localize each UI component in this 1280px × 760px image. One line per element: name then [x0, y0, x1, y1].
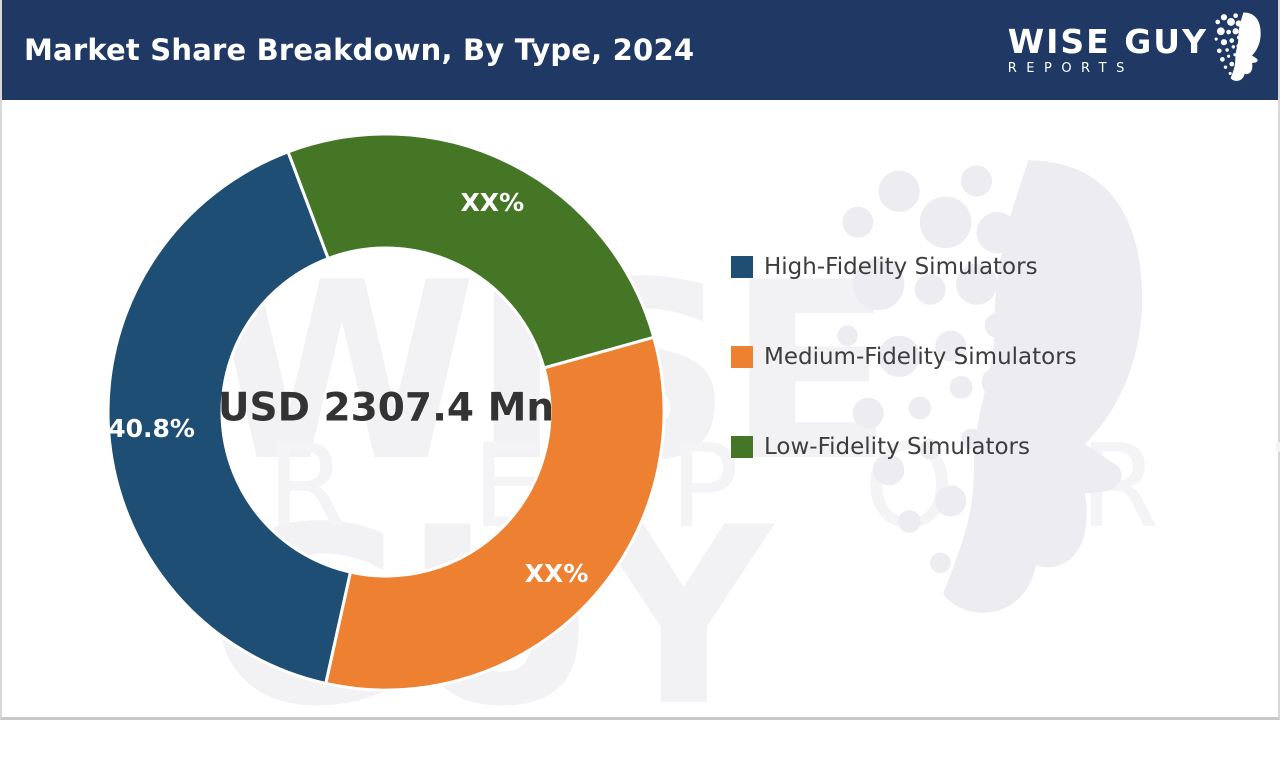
- chart-legend: High-Fidelity Simulators Medium-Fidelity…: [731, 252, 1077, 462]
- legend-label: Low-Fidelity Simulators: [764, 434, 1030, 460]
- logo-face-icon: [1214, 12, 1261, 81]
- legend-swatch-high-fidelity: [731, 256, 753, 278]
- logo-wordmark: WISE GUY: [1007, 22, 1208, 61]
- legend-label: Medium-Fidelity Simulators: [764, 344, 1077, 370]
- page-title: Market Share Breakdown, By Type, 2024: [24, 33, 695, 67]
- donut-segment-high-fidelity-simulators: [106, 150, 353, 685]
- wise-guy-logo: WISE GUY REPORTS: [1008, 10, 1264, 90]
- legend-swatch-medium-fidelity: [731, 346, 753, 368]
- segment-percentage-label: XX%: [461, 188, 525, 217]
- segment-percentage-label: XX%: [525, 559, 589, 588]
- donut-segment-medium-fidelity-simulators: [324, 335, 666, 692]
- donut-center-value: USD 2307.4 Mn: [218, 386, 554, 431]
- donut-chart: 40.8% XX% XX% USD 2307.4 Mn: [106, 132, 666, 692]
- header-bar: Market Share Breakdown, By Type, 2024 WI…: [2, 0, 1278, 100]
- logo-text: WISE GUY REPORTS: [1007, 22, 1208, 77]
- legend-item-low-fidelity: Low-Fidelity Simulators: [731, 432, 1077, 462]
- legend-item-medium-fidelity: Medium-Fidelity Simulators: [731, 342, 1077, 372]
- logo-reports-text: REPORTS: [1007, 61, 1134, 76]
- legend-item-high-fidelity: High-Fidelity Simulators: [731, 252, 1077, 282]
- legend-label: High-Fidelity Simulators: [764, 254, 1038, 280]
- legend-swatch-low-fidelity: [731, 436, 753, 458]
- infographic-page: WISE GUY REPORTS Market Share Breakdown,…: [0, 0, 1280, 740]
- segment-percentage-label: 40.8%: [108, 414, 195, 443]
- donut-segment-low-fidelity-simulators: [286, 132, 656, 370]
